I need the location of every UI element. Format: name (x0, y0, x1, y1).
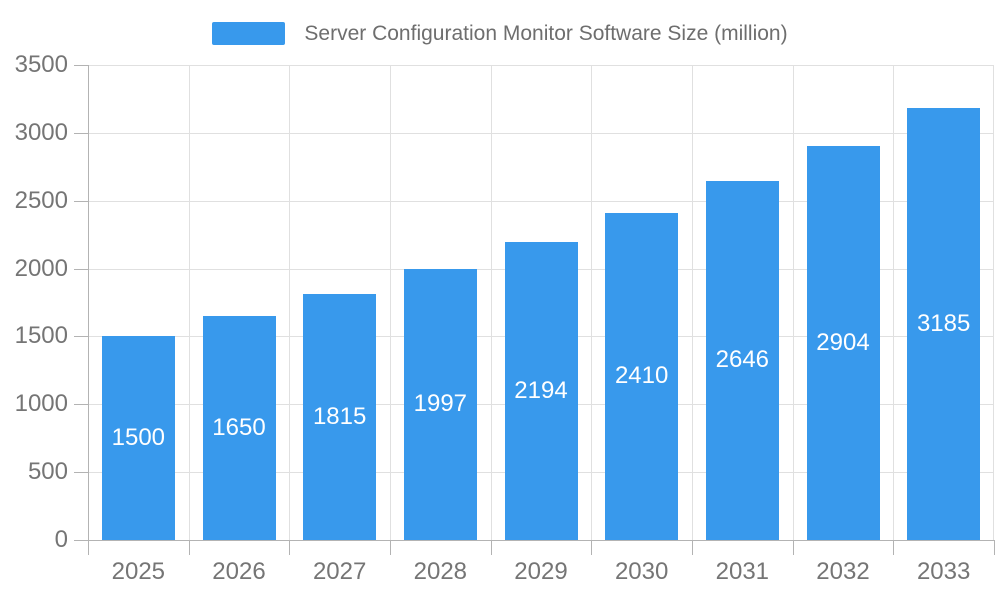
x-axis-tick (88, 540, 89, 555)
v-gridline (692, 65, 693, 540)
x-axis-label: 2029 (514, 558, 568, 585)
v-gridline (189, 65, 190, 540)
bar-value-label: 2194 (514, 377, 568, 405)
legend-swatch-icon (212, 21, 286, 45)
y-axis-tick (74, 472, 88, 474)
v-gridline (993, 65, 994, 540)
bar-value-label: 2646 (715, 346, 770, 374)
v-gridline (893, 65, 894, 540)
bar-value-label: 3185 (916, 309, 971, 337)
x-axis-line (88, 540, 994, 541)
h-gridline (88, 132, 994, 134)
bar-2029[interactable] (504, 242, 578, 540)
y-axis-tick (74, 336, 88, 338)
y-axis-tick (74, 132, 88, 134)
h-gridline (88, 200, 994, 202)
x-axis-tick (994, 540, 995, 555)
plot-area: 1500 1650 1815 1997 2194 2410 2646 2904 3185 (88, 65, 994, 540)
x-axis-label: 2026 (212, 558, 266, 585)
bar-2033[interactable] (907, 107, 981, 540)
x-axis-label: 2032 (816, 558, 870, 585)
bar-value-label: 2410 (614, 362, 669, 390)
y-axis-label: 0 (54, 526, 68, 553)
v-gridline (591, 65, 592, 540)
y-axis-line (88, 65, 89, 555)
v-gridline (390, 65, 391, 540)
x-axis-tick (591, 540, 592, 555)
bar-value-label: 1997 (413, 390, 468, 418)
bar-2027[interactable] (303, 293, 377, 540)
bar-value-label: 1650 (212, 414, 266, 442)
bar-value-label: 1815 (312, 402, 367, 430)
bar-2026[interactable] (202, 316, 276, 540)
y-axis-tick (74, 200, 88, 202)
v-gridline (491, 65, 492, 540)
y-axis-label: 3000 (14, 118, 68, 146)
x-axis-tick (491, 540, 492, 555)
y-axis-label: 500 (27, 458, 68, 486)
y-axis-tick (74, 404, 88, 406)
y-axis-tick (74, 540, 88, 541)
x-axis-tick (289, 540, 290, 555)
x-axis-tick (390, 540, 391, 555)
y-axis-label: 3500 (14, 51, 68, 78)
legend-label: Server Configuration Monitor Software Si… (304, 21, 788, 45)
bar-2025[interactable] (101, 336, 175, 540)
y-axis-label: 2500 (14, 186, 68, 214)
x-axis-tick (692, 540, 693, 555)
x-axis-label: 2030 (614, 558, 669, 585)
v-gridline (793, 65, 794, 540)
y-axis-label: 1500 (14, 322, 68, 350)
h-gridline (88, 65, 994, 66)
bar-2031[interactable] (705, 180, 779, 540)
bar-2030[interactable] (605, 212, 679, 540)
bar-2028[interactable] (403, 268, 477, 540)
x-axis-tick (793, 540, 794, 555)
legend-item[interactable]: Server Configuration Monitor Software Si… (0, 20, 1000, 46)
v-gridline (289, 65, 290, 540)
x-axis-label: 2025 (111, 558, 166, 585)
x-axis-label: 2028 (413, 558, 468, 585)
x-axis-tick (893, 540, 894, 555)
y-axis-label: 1000 (14, 390, 68, 418)
bar-value-label: 1500 (111, 424, 166, 452)
bar-2032[interactable] (806, 145, 880, 540)
bar-value-label: 2904 (816, 328, 870, 356)
y-axis-tick (74, 268, 88, 270)
x-axis-tick (189, 540, 190, 555)
x-axis-label: 2031 (715, 558, 770, 585)
x-axis-label: 2027 (312, 558, 367, 585)
y-axis-label: 2000 (14, 254, 68, 282)
y-axis-tick (74, 65, 88, 66)
x-axis-label: 2033 (916, 558, 971, 585)
